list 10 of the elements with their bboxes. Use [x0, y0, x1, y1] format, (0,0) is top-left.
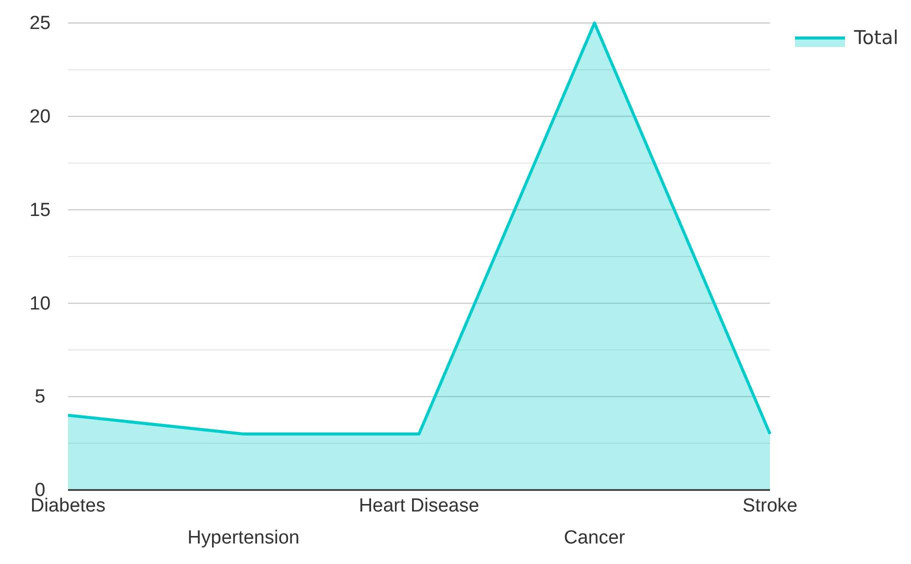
x-tick-label: Stroke — [742, 495, 798, 516]
y-tick-label: 15 — [29, 200, 51, 221]
x-tick-label: Hypertension — [188, 528, 300, 549]
y-tick-label: 20 — [29, 106, 51, 128]
y-tick-label: 5 — [34, 386, 46, 408]
legend-label: Total — [853, 27, 898, 49]
x-tick-label: Cancer — [564, 528, 626, 549]
y-tick-label: 10 — [29, 293, 51, 314]
y-tick-label: 25 — [29, 13, 51, 34]
x-tick-label: Heart Disease — [358, 495, 480, 516]
